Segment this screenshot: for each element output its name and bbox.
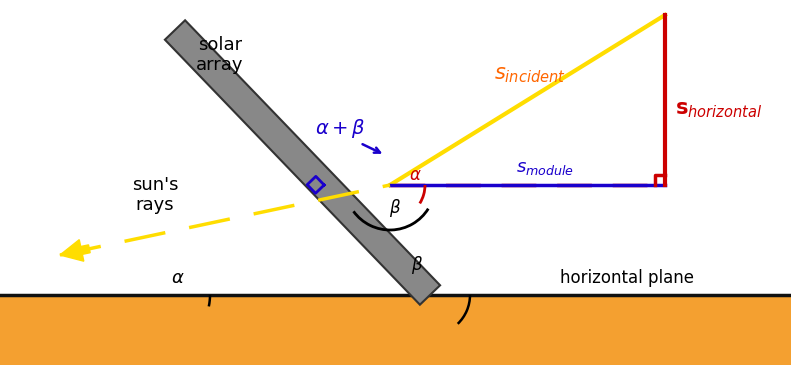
Bar [0, 295, 791, 365]
Text: $\beta$: $\beta$ [411, 254, 423, 276]
Text: $\alpha$: $\alpha$ [171, 269, 185, 287]
Text: $s_{module}$: $s_{module}$ [516, 159, 574, 177]
FancyArrow shape [60, 240, 90, 261]
Text: horizontal plane: horizontal plane [560, 269, 694, 287]
Text: $\alpha$: $\alpha$ [409, 166, 422, 184]
Text: $\alpha+\beta$: $\alpha+\beta$ [315, 116, 365, 139]
Text: $\bf{s}$$_{horizontal}$: $\bf{s}$$_{horizontal}$ [675, 100, 763, 120]
Text: $s_{incident}$: $s_{incident}$ [494, 65, 566, 85]
Polygon shape [165, 20, 440, 305]
Text: solar
array: solar array [196, 36, 244, 74]
Text: $\beta$: $\beta$ [389, 197, 401, 219]
Text: sun's
rays: sun's rays [132, 176, 178, 214]
